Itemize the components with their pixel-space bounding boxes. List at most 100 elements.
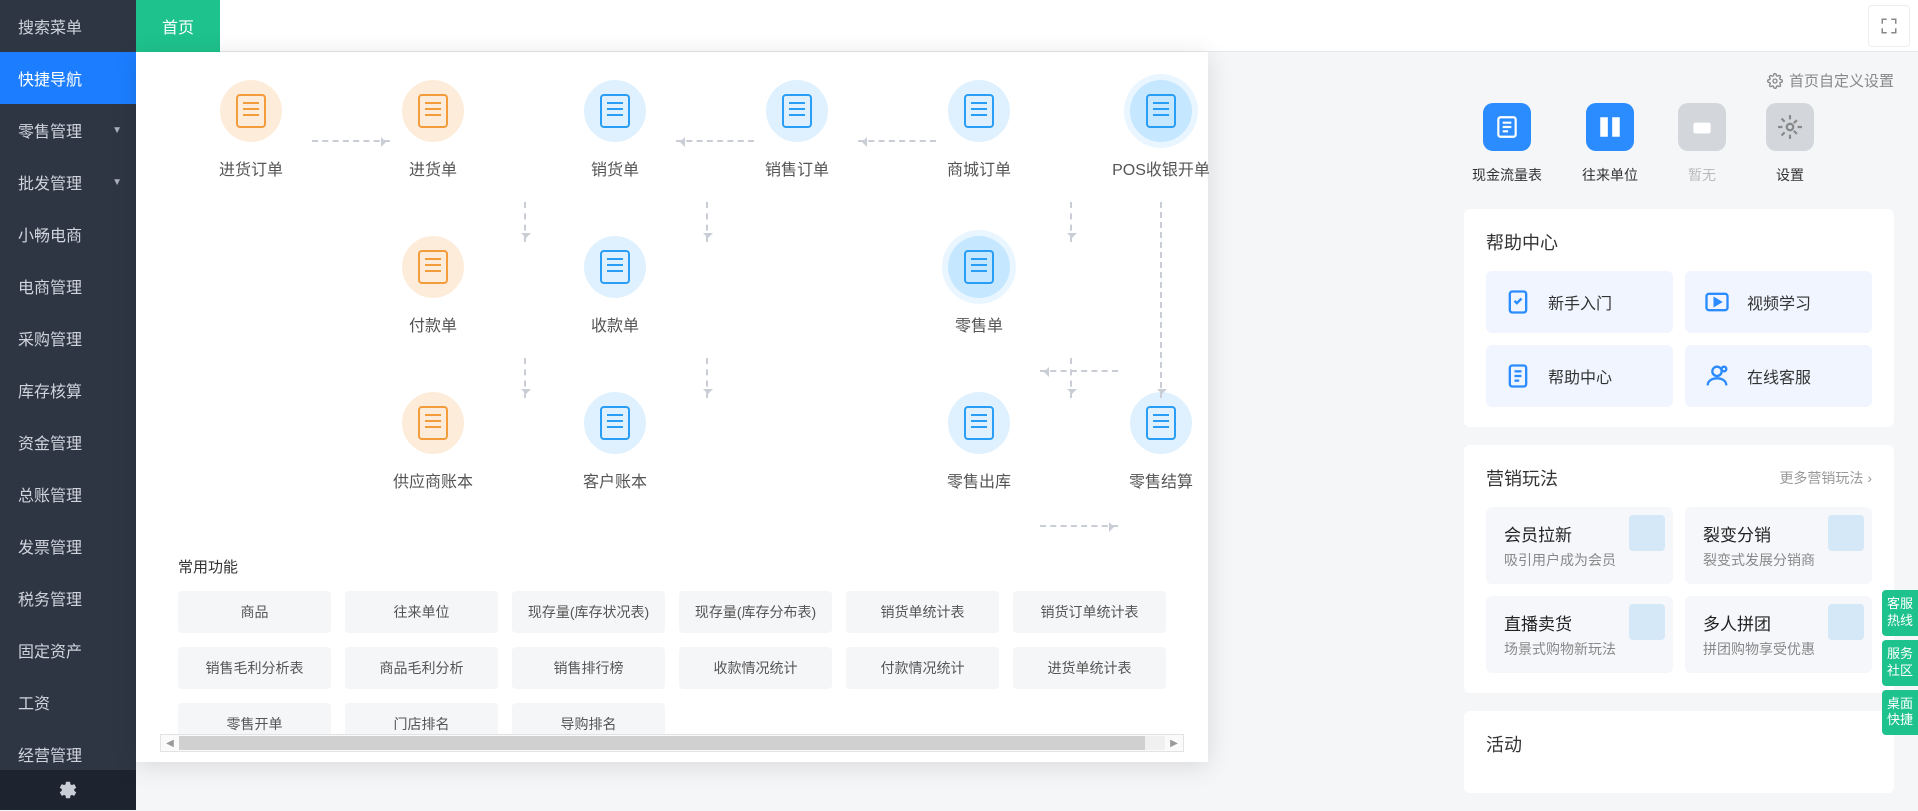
flow-item-10[interactable]: 客户账本 xyxy=(524,392,706,492)
shortcut-icon xyxy=(1766,103,1814,151)
chevron-down-icon: ▼ xyxy=(112,125,122,136)
right-column: 首页自定义设置 现金流量表往来单位暂无设置 帮助中心 新手入门视频学习帮助中心在… xyxy=(1464,70,1894,811)
sidebar-item-5[interactable]: 电商管理 xyxy=(0,260,136,312)
sidebar-item-1[interactable]: 快捷导航 xyxy=(0,52,136,104)
marketing-item-0[interactable]: 会员拉新吸引用户成为会员 xyxy=(1486,507,1673,584)
function-button-10[interactable]: 付款情况统计 xyxy=(846,647,999,689)
flow-item-4[interactable]: 商城订单 xyxy=(888,80,1070,180)
marketing-card: 营销玩法 更多营销玩法 › 会员拉新吸引用户成为会员裂变分销裂变式发展分销商直播… xyxy=(1464,445,1894,693)
flow-item-11[interactable]: 零售出库 xyxy=(888,392,1070,492)
shortcut-label: 设置 xyxy=(1776,165,1804,185)
flow-item-12[interactable]: 零售结算 xyxy=(1070,392,1252,492)
sidebar-item-6[interactable]: 采购管理 xyxy=(0,312,136,364)
marketing-deco-icon xyxy=(1629,515,1665,551)
float-button-2[interactable]: 桌面快捷 xyxy=(1882,690,1918,736)
fullscreen-button[interactable] xyxy=(1868,5,1910,47)
marketing-item-3[interactable]: 多人拼团拼团购物享受优惠 xyxy=(1685,596,1872,673)
sidebar-item-3[interactable]: 批发管理▼ xyxy=(0,156,136,208)
flow-item-5[interactable]: POS收银开单 xyxy=(1070,80,1252,180)
flow-label: 零售出库 xyxy=(947,468,1011,492)
shortcut-1[interactable]: 往来单位 xyxy=(1582,103,1638,185)
function-button-5[interactable]: 销货订单统计表 xyxy=(1013,591,1166,633)
shortcut-icon xyxy=(1483,103,1531,151)
shortcut-3[interactable]: 设置 xyxy=(1766,103,1814,185)
function-button-9[interactable]: 收款情况统计 xyxy=(679,647,832,689)
flow-item-9[interactable]: 供应商账本 xyxy=(342,392,524,492)
sidebar-item-0[interactable]: 搜索菜单 xyxy=(0,0,136,52)
sidebar-item-10[interactable]: 发票管理 xyxy=(0,520,136,572)
flow-circle-icon xyxy=(948,392,1010,454)
sidebar-item-13[interactable]: 工资 xyxy=(0,676,136,728)
marketing-title: 营销玩法 更多营销玩法 › xyxy=(1486,465,1872,491)
flow-item-1[interactable]: 进货单 xyxy=(342,80,524,180)
marketing-item-subtitle: 场景式购物新玩法 xyxy=(1504,639,1655,659)
flow-label: 商城订单 xyxy=(947,156,1011,180)
gear-icon xyxy=(58,780,78,800)
flow-item-3[interactable]: 销售订单 xyxy=(706,80,888,180)
flow-item-6[interactable]: 付款单 xyxy=(342,236,524,336)
flow-label: 零售单 xyxy=(955,312,1003,336)
shortcut-row: 现金流量表往来单位暂无设置 xyxy=(1464,103,1894,185)
help-item-3[interactable]: 在线客服 xyxy=(1685,345,1872,407)
flow-arrow xyxy=(676,140,754,142)
function-button-2[interactable]: 现存量(库存状况表) xyxy=(512,591,665,633)
flow-arrow xyxy=(706,202,708,242)
function-button-8[interactable]: 销售排行榜 xyxy=(512,647,665,689)
function-button-4[interactable]: 销货单统计表 xyxy=(846,591,999,633)
marketing-item-1[interactable]: 裂变分销裂变式发展分销商 xyxy=(1685,507,1872,584)
marketing-deco-icon xyxy=(1828,515,1864,551)
activity-title: 活动 xyxy=(1486,731,1872,757)
float-button-0[interactable]: 客服热线 xyxy=(1882,590,1918,636)
tab-home[interactable]: 首页 xyxy=(136,0,220,52)
function-button-7[interactable]: 商品毛利分析 xyxy=(345,647,498,689)
flow-arrow xyxy=(706,358,708,398)
sidebar-item-7[interactable]: 库存核算 xyxy=(0,364,136,416)
marketing-item-subtitle: 吸引用户成为会员 xyxy=(1504,550,1655,570)
sidebar-item-9[interactable]: 总账管理 xyxy=(0,468,136,520)
sidebar-item-12[interactable]: 固定资产 xyxy=(0,624,136,676)
flow-item-0[interactable]: 进货订单 xyxy=(160,80,342,180)
help-item-0[interactable]: 新手入门 xyxy=(1486,271,1673,333)
function-button-11[interactable]: 进货单统计表 xyxy=(1013,647,1166,689)
quicknav-flyout: 进货订单进货单销货单销售订单商城订单POS收银开单付款单收款单零售单供应商账本客… xyxy=(136,52,1208,762)
sidebar-item-2[interactable]: 零售管理▼ xyxy=(0,104,136,156)
function-button-3[interactable]: 现存量(库存分布表) xyxy=(679,591,832,633)
chevron-down-icon: ▼ xyxy=(112,177,122,188)
help-item-2[interactable]: 帮助中心 xyxy=(1486,345,1673,407)
scroll-right-arrow[interactable]: ▶ xyxy=(1165,738,1183,749)
shortcut-2: 暂无 xyxy=(1678,103,1726,185)
flow-circle-icon xyxy=(402,392,464,454)
flow-item-7[interactable]: 收款单 xyxy=(524,236,706,336)
flow-item-8[interactable]: 零售单 xyxy=(888,236,1070,336)
help-label: 视频学习 xyxy=(1747,290,1811,314)
function-button-0[interactable]: 商品 xyxy=(178,591,331,633)
sidebar-item-4[interactable]: 小畅电商 xyxy=(0,208,136,260)
function-button-1[interactable]: 往来单位 xyxy=(345,591,498,633)
home-customize-link[interactable]: 首页自定义设置 xyxy=(1464,70,1894,91)
shortcut-0[interactable]: 现金流量表 xyxy=(1472,103,1542,185)
flow-circle-icon xyxy=(584,80,646,142)
sidebar-settings-button[interactable] xyxy=(0,770,136,810)
sidebar-item-8[interactable]: 资金管理 xyxy=(0,416,136,468)
float-buttons: 客服热线服务社区桌面快捷 xyxy=(1882,590,1918,739)
sidebar-item-11[interactable]: 税务管理 xyxy=(0,572,136,624)
flow-circle-icon xyxy=(1130,80,1192,142)
flow-label: 付款单 xyxy=(409,312,457,336)
marketing-more-link[interactable]: 更多营销玩法 › xyxy=(1779,468,1872,488)
flow-circle-icon xyxy=(402,236,464,298)
flow-label: 进货订单 xyxy=(219,156,283,180)
help-card: 帮助中心 新手入门视频学习帮助中心在线客服 xyxy=(1464,209,1894,427)
marketing-item-2[interactable]: 直播卖货场景式购物新玩法 xyxy=(1486,596,1673,673)
float-button-1[interactable]: 服务社区 xyxy=(1882,640,1918,686)
help-item-1[interactable]: 视频学习 xyxy=(1685,271,1872,333)
sidebar: 搜索菜单快捷导航零售管理▼批发管理▼小畅电商电商管理采购管理库存核算资金管理总账… xyxy=(0,0,136,810)
horizontal-scrollbar[interactable]: ◀ ▶ xyxy=(160,734,1184,752)
help-label: 帮助中心 xyxy=(1548,364,1612,388)
flow-arrow xyxy=(1040,525,1118,527)
flow-label: 供应商账本 xyxy=(393,468,473,492)
marketing-item-subtitle: 裂变式发展分销商 xyxy=(1703,550,1854,570)
help-icon xyxy=(1504,362,1532,390)
scroll-left-arrow[interactable]: ◀ xyxy=(161,738,179,749)
function-button-6[interactable]: 销售毛利分析表 xyxy=(178,647,331,689)
flow-item-2[interactable]: 销货单 xyxy=(524,80,706,180)
